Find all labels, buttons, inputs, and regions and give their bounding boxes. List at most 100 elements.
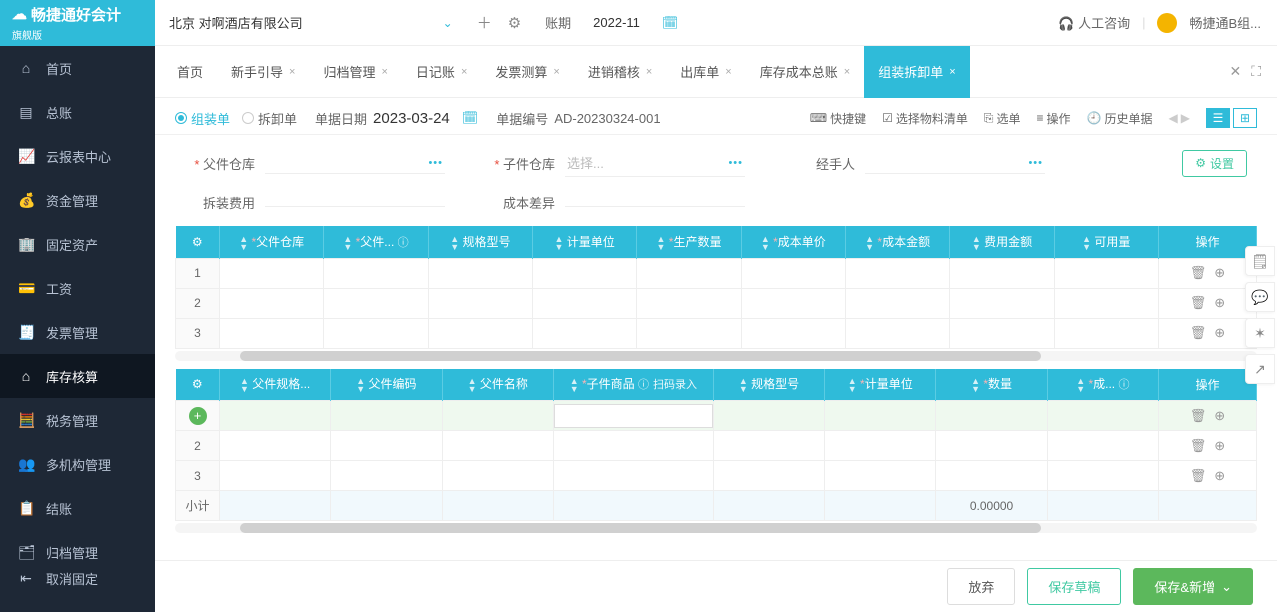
- cell[interactable]: [331, 431, 442, 461]
- col-父件编码[interactable]: ▲▼ 父件编码: [331, 369, 442, 401]
- table-row[interactable]: + 🗑 ⊕: [176, 401, 1257, 431]
- parent-wh-input[interactable]: •••: [265, 153, 445, 174]
- delete-icon[interactable]: 🗑: [1190, 408, 1207, 423]
- calendar-icon[interactable]: 🗓: [662, 15, 679, 31]
- cell[interactable]: [428, 258, 532, 288]
- plus-icon[interactable]: ＋: [477, 12, 492, 33]
- sidebar-item-库存核算[interactable]: ⌂库存核算: [0, 354, 155, 398]
- cell[interactable]: [1047, 461, 1158, 491]
- radio-disassemble[interactable]: 拆卸单: [242, 109, 297, 128]
- add-icon[interactable]: ⊕: [1214, 295, 1225, 310]
- cell[interactable]: [220, 288, 324, 318]
- cell[interactable]: [637, 258, 741, 288]
- cell[interactable]: [713, 401, 824, 431]
- sidebar-item-资金管理[interactable]: 💰资金管理: [0, 178, 155, 222]
- consult-link[interactable]: 🎧 人工咨询: [1058, 13, 1130, 32]
- add-icon[interactable]: ⊕: [1214, 468, 1225, 483]
- child-wh-input[interactable]: 选择...•••: [565, 149, 745, 177]
- nav-next[interactable]: ▶: [1181, 111, 1190, 125]
- cell[interactable]: [637, 288, 741, 318]
- tab-close-icon[interactable]: ×: [844, 66, 850, 78]
- col-成本单价[interactable]: ▲▼ *成本单价: [741, 226, 845, 258]
- sidebar-unpin[interactable]: ⇤ 取消固定: [0, 556, 155, 600]
- gear-col[interactable]: ⚙: [176, 369, 220, 401]
- view-grid[interactable]: ⊞: [1233, 108, 1257, 128]
- cell[interactable]: [845, 318, 949, 348]
- costdiff-input[interactable]: [565, 198, 745, 207]
- cell[interactable]: [936, 401, 1047, 431]
- cell[interactable]: [532, 258, 636, 288]
- col-计量单位[interactable]: ▲▼ 计量单位: [532, 226, 636, 258]
- avatar[interactable]: [1157, 13, 1177, 33]
- col-子件商品[interactable]: ▲▼ *子件商品 ⓘ扫码录入: [553, 369, 713, 401]
- table-row[interactable]: 3🗑⊕: [176, 461, 1257, 491]
- cell[interactable]: [220, 431, 331, 461]
- cell[interactable]: [220, 401, 331, 431]
- col-数量[interactable]: ▲▼ *数量: [936, 369, 1047, 401]
- col-规格型号[interactable]: ▲▼ 规格型号: [713, 369, 824, 401]
- view-list[interactable]: ☰: [1206, 108, 1230, 128]
- sidebar-item-工资[interactable]: 💳工资: [0, 266, 155, 310]
- col-父件规格...[interactable]: ▲▼ 父件规格...: [220, 369, 331, 401]
- cell[interactable]: [1054, 318, 1158, 348]
- calendar-icon[interactable]: 🗓: [462, 110, 479, 126]
- cell[interactable]: [936, 461, 1047, 491]
- tab-close-icon[interactable]: ×: [949, 66, 955, 78]
- tab-close-icon[interactable]: ×: [725, 66, 731, 78]
- cell[interactable]: [428, 288, 532, 318]
- gear-icon[interactable]: ⚙: [508, 14, 521, 32]
- cell[interactable]: [1047, 431, 1158, 461]
- delete-icon[interactable]: 🗑: [1190, 468, 1207, 483]
- nav-prev[interactable]: ◀: [1169, 111, 1178, 125]
- fee-input[interactable]: [265, 198, 445, 207]
- sidebar-item-固定资产[interactable]: 🏢固定资产: [0, 222, 155, 266]
- cell[interactable]: [442, 431, 553, 461]
- cell[interactable]: [825, 461, 936, 491]
- save-draft-button[interactable]: 保存草稿: [1027, 568, 1121, 605]
- cell[interactable]: [220, 318, 324, 348]
- child-item-input[interactable]: [554, 404, 713, 428]
- h-scrollbar-1[interactable]: [175, 351, 1257, 361]
- sidebar-item-多机构管理[interactable]: 👥多机构管理: [0, 442, 155, 486]
- cell[interactable]: [553, 431, 713, 461]
- table-row[interactable]: 2🗑⊕: [176, 431, 1257, 461]
- col-父件...[interactable]: ▲▼ *父件... ⓘ: [324, 226, 428, 258]
- cell[interactable]: [324, 288, 428, 318]
- add-icon[interactable]: ⊕: [1214, 408, 1225, 423]
- cell[interactable]: [950, 318, 1054, 348]
- cell[interactable]: [331, 401, 442, 431]
- tab-日记账[interactable]: 日记账×: [402, 46, 481, 98]
- tab-close-icon[interactable]: ×: [461, 66, 467, 78]
- delete-icon[interactable]: 🗑: [1190, 325, 1207, 340]
- cell[interactable]: [220, 258, 324, 288]
- delete-icon[interactable]: 🗑: [1190, 438, 1207, 453]
- gear-col[interactable]: ⚙: [176, 226, 220, 258]
- cell[interactable]: [637, 318, 741, 348]
- cell[interactable]: [1054, 288, 1158, 318]
- sidebar-item-云报表中心[interactable]: 📈云报表中心: [0, 134, 155, 178]
- col-成...[interactable]: ▲▼ *成... ⓘ: [1047, 369, 1158, 401]
- cell[interactable]: [532, 318, 636, 348]
- add-icon[interactable]: ⊕: [1214, 265, 1225, 280]
- cell[interactable]: [950, 288, 1054, 318]
- username[interactable]: 畅捷通B组...: [1189, 13, 1261, 32]
- rail-shuffle-icon[interactable]: ✶: [1245, 318, 1275, 348]
- ellipsis-icon[interactable]: •••: [1028, 157, 1043, 169]
- cell[interactable]: [331, 461, 442, 491]
- delete-icon[interactable]: 🗑: [1190, 265, 1207, 280]
- cell[interactable]: [442, 461, 553, 491]
- tab-新手引导[interactable]: 新手引导×: [217, 46, 309, 98]
- cell[interactable]: [741, 318, 845, 348]
- tab-进销稽核[interactable]: 进销稽核×: [574, 46, 666, 98]
- cell[interactable]: [1054, 258, 1158, 288]
- cell[interactable]: [825, 431, 936, 461]
- sidebar-item-首页[interactable]: ⌂首页: [0, 46, 155, 90]
- cell[interactable]: [1047, 401, 1158, 431]
- sidebar-item-发票管理[interactable]: 🧾发票管理: [0, 310, 155, 354]
- tab-首页[interactable]: 首页: [163, 46, 217, 98]
- add-row-icon[interactable]: +: [189, 407, 207, 425]
- col-生产数量[interactable]: ▲▼ *生产数量: [637, 226, 741, 258]
- tab-发票测算[interactable]: 发票测算×: [481, 46, 573, 98]
- col-父件仓库[interactable]: ▲▼ *父件仓库: [220, 226, 324, 258]
- cell[interactable]: [825, 401, 936, 431]
